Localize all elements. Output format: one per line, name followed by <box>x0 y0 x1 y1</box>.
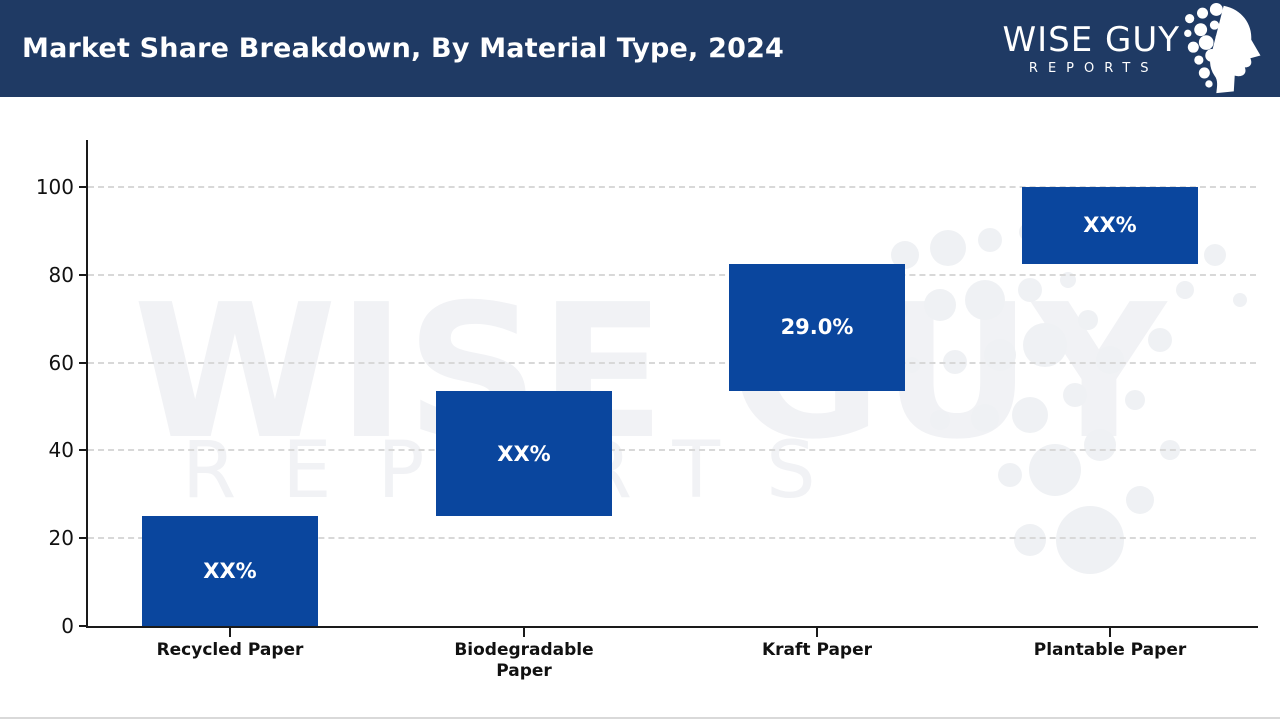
x-tick-mark <box>816 628 818 637</box>
y-tick-label: 60 <box>48 350 74 375</box>
y-tick-mark <box>79 537 88 540</box>
logo-text: WISE GUY REPORTS <box>1002 23 1180 75</box>
logo-wordmark: WISE GUY <box>1002 19 1180 60</box>
y-tick-label: 80 <box>48 262 74 287</box>
y-tick-mark <box>79 625 88 627</box>
x-tick-label-line: Kraft Paper <box>761 640 873 660</box>
x-tick-mark <box>1109 628 1111 637</box>
gridline <box>88 361 1256 364</box>
bar-value-label: 29.0% <box>780 315 854 340</box>
x-axis-line <box>86 626 1258 628</box>
bar-value-label: XX% <box>1083 213 1137 238</box>
y-tick-label: 100 <box>35 175 74 199</box>
y-tick-mark <box>79 186 88 188</box>
y-tick-label: 0 <box>61 614 74 638</box>
y-tick-mark <box>79 273 88 276</box>
watermark-head-dots <box>888 223 1247 574</box>
x-tick-mark <box>523 628 525 637</box>
x-tick-label-line: Recycled Paper <box>156 640 304 660</box>
bar-value-label: XX% <box>203 559 257 584</box>
x-tick-label: Biodegradable Paper <box>414 640 634 682</box>
bar-value-label: XX% <box>497 441 551 466</box>
bar-kraft-paper: 29.0% <box>729 263 905 392</box>
logo-subtitle: REPORTS <box>1028 60 1159 76</box>
header: Market Share Breakdown, By Material Type… <box>0 0 1280 97</box>
bar-recycled-paper: XX% <box>142 516 318 626</box>
x-tick-label-line: Biodegradable <box>454 640 594 660</box>
gridline <box>88 537 1256 540</box>
y-axis-line <box>86 140 88 628</box>
x-tick-label-line: Plantable Paper <box>1033 640 1187 660</box>
gridline <box>88 273 1256 276</box>
gridline <box>88 186 1256 188</box>
head-profile-icon <box>1184 2 1261 93</box>
bar-plantable-paper: XX% <box>1022 187 1198 264</box>
y-tick-mark <box>79 361 88 364</box>
bottom-border <box>0 717 1280 719</box>
x-tick-label: Kraft Paper <box>707 640 927 661</box>
x-tick-mark <box>229 628 231 637</box>
page-title: Market Share Breakdown, By Material Type… <box>22 33 785 64</box>
x-tick-label: Recycled Paper <box>120 640 340 661</box>
y-tick-label: 20 <box>48 526 74 551</box>
y-tick-mark <box>79 449 88 452</box>
wise-guy-logo: WISE GUY REPORTS <box>1002 2 1266 95</box>
x-tick-label: Plantable Paper <box>1000 640 1220 661</box>
y-tick-label: 40 <box>48 438 74 463</box>
bar-biodegradable-paper: XX% <box>436 391 612 517</box>
gridline <box>88 449 1256 452</box>
x-tick-label-line: Paper <box>496 661 552 681</box>
